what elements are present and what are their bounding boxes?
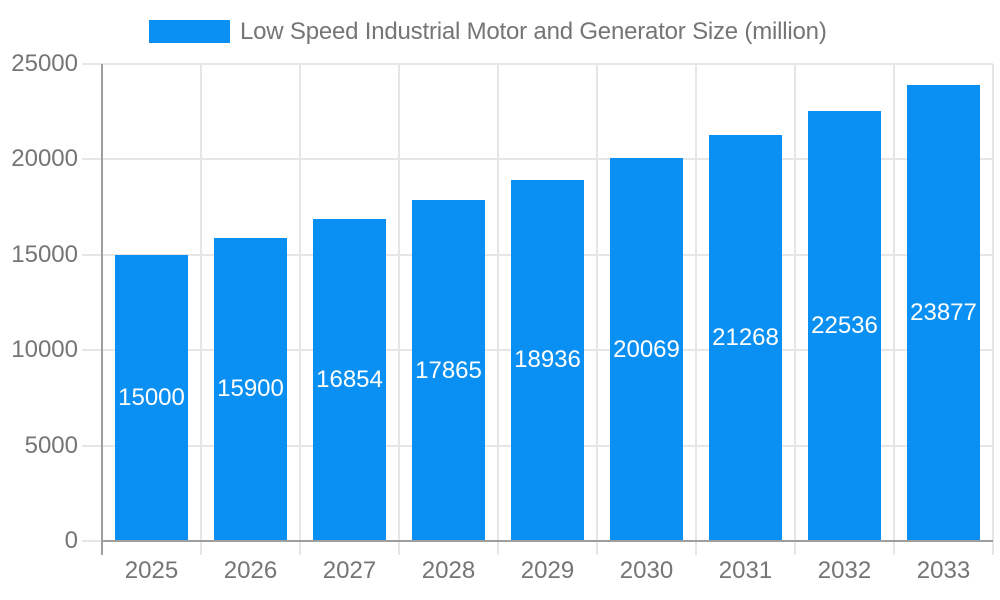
bar[interactable] <box>214 237 287 541</box>
y-axis-line <box>101 64 103 555</box>
v-gridline <box>398 64 400 555</box>
y-tick <box>82 63 102 65</box>
y-tick <box>82 540 102 542</box>
y-axis-label: 0 <box>64 527 78 554</box>
bar[interactable] <box>313 219 386 541</box>
v-gridline <box>992 64 994 555</box>
bar[interactable] <box>808 111 881 541</box>
legend-swatch <box>149 20 230 43</box>
legend-label: Low Speed Industrial Motor and Generator… <box>240 18 827 45</box>
y-tick <box>82 444 102 447</box>
v-gridline <box>794 64 796 555</box>
bar-value-label: 23877 <box>910 299 977 327</box>
y-axis-label: 10000 <box>11 336 78 364</box>
x-axis-label: 2027 <box>322 557 377 584</box>
v-gridline <box>893 64 895 555</box>
bar[interactable] <box>907 85 980 541</box>
y-tick <box>82 253 102 256</box>
bar[interactable] <box>412 200 485 541</box>
bar[interactable] <box>511 179 584 541</box>
y-axis-label: 25000 <box>11 50 78 77</box>
v-gridline <box>299 64 301 555</box>
bar-value-label: 20069 <box>613 335 680 363</box>
v-gridline <box>497 64 499 555</box>
y-tick <box>82 158 102 161</box>
bar-value-label: 15000 <box>118 383 185 411</box>
y-axis-label: 5000 <box>24 431 78 459</box>
h-gridline <box>102 158 993 161</box>
x-axis-label: 2032 <box>817 557 872 584</box>
bar-value-label: 22536 <box>811 312 878 339</box>
bar-value-label: 15900 <box>217 375 284 403</box>
bar-value-label: 18936 <box>514 346 581 374</box>
v-gridline <box>596 64 598 555</box>
x-axis-label: 2028 <box>421 557 476 584</box>
y-tick <box>82 349 102 352</box>
bar[interactable] <box>709 135 782 541</box>
x-axis-label: 2030 <box>619 557 674 584</box>
y-axis-label: 20000 <box>11 145 78 173</box>
h-gridline <box>102 63 993 65</box>
legend-item[interactable]: Low Speed Industrial Motor and Generator… <box>149 18 827 45</box>
bar[interactable] <box>610 158 683 541</box>
bar-value-label: 21268 <box>712 324 779 352</box>
x-axis-line <box>102 540 993 542</box>
v-gridline <box>695 64 697 555</box>
bar-value-label: 16854 <box>316 366 383 394</box>
bar[interactable] <box>115 254 188 541</box>
y-axis-label: 15000 <box>11 240 78 268</box>
x-axis-label: 2029 <box>520 557 575 584</box>
x-axis-label: 2026 <box>223 557 278 584</box>
x-axis-label: 2031 <box>718 557 773 584</box>
v-gridline <box>200 64 202 555</box>
x-axis-label: 2033 <box>916 557 971 584</box>
bar-value-label: 17865 <box>415 356 482 384</box>
x-axis-label: 2025 <box>124 557 179 584</box>
